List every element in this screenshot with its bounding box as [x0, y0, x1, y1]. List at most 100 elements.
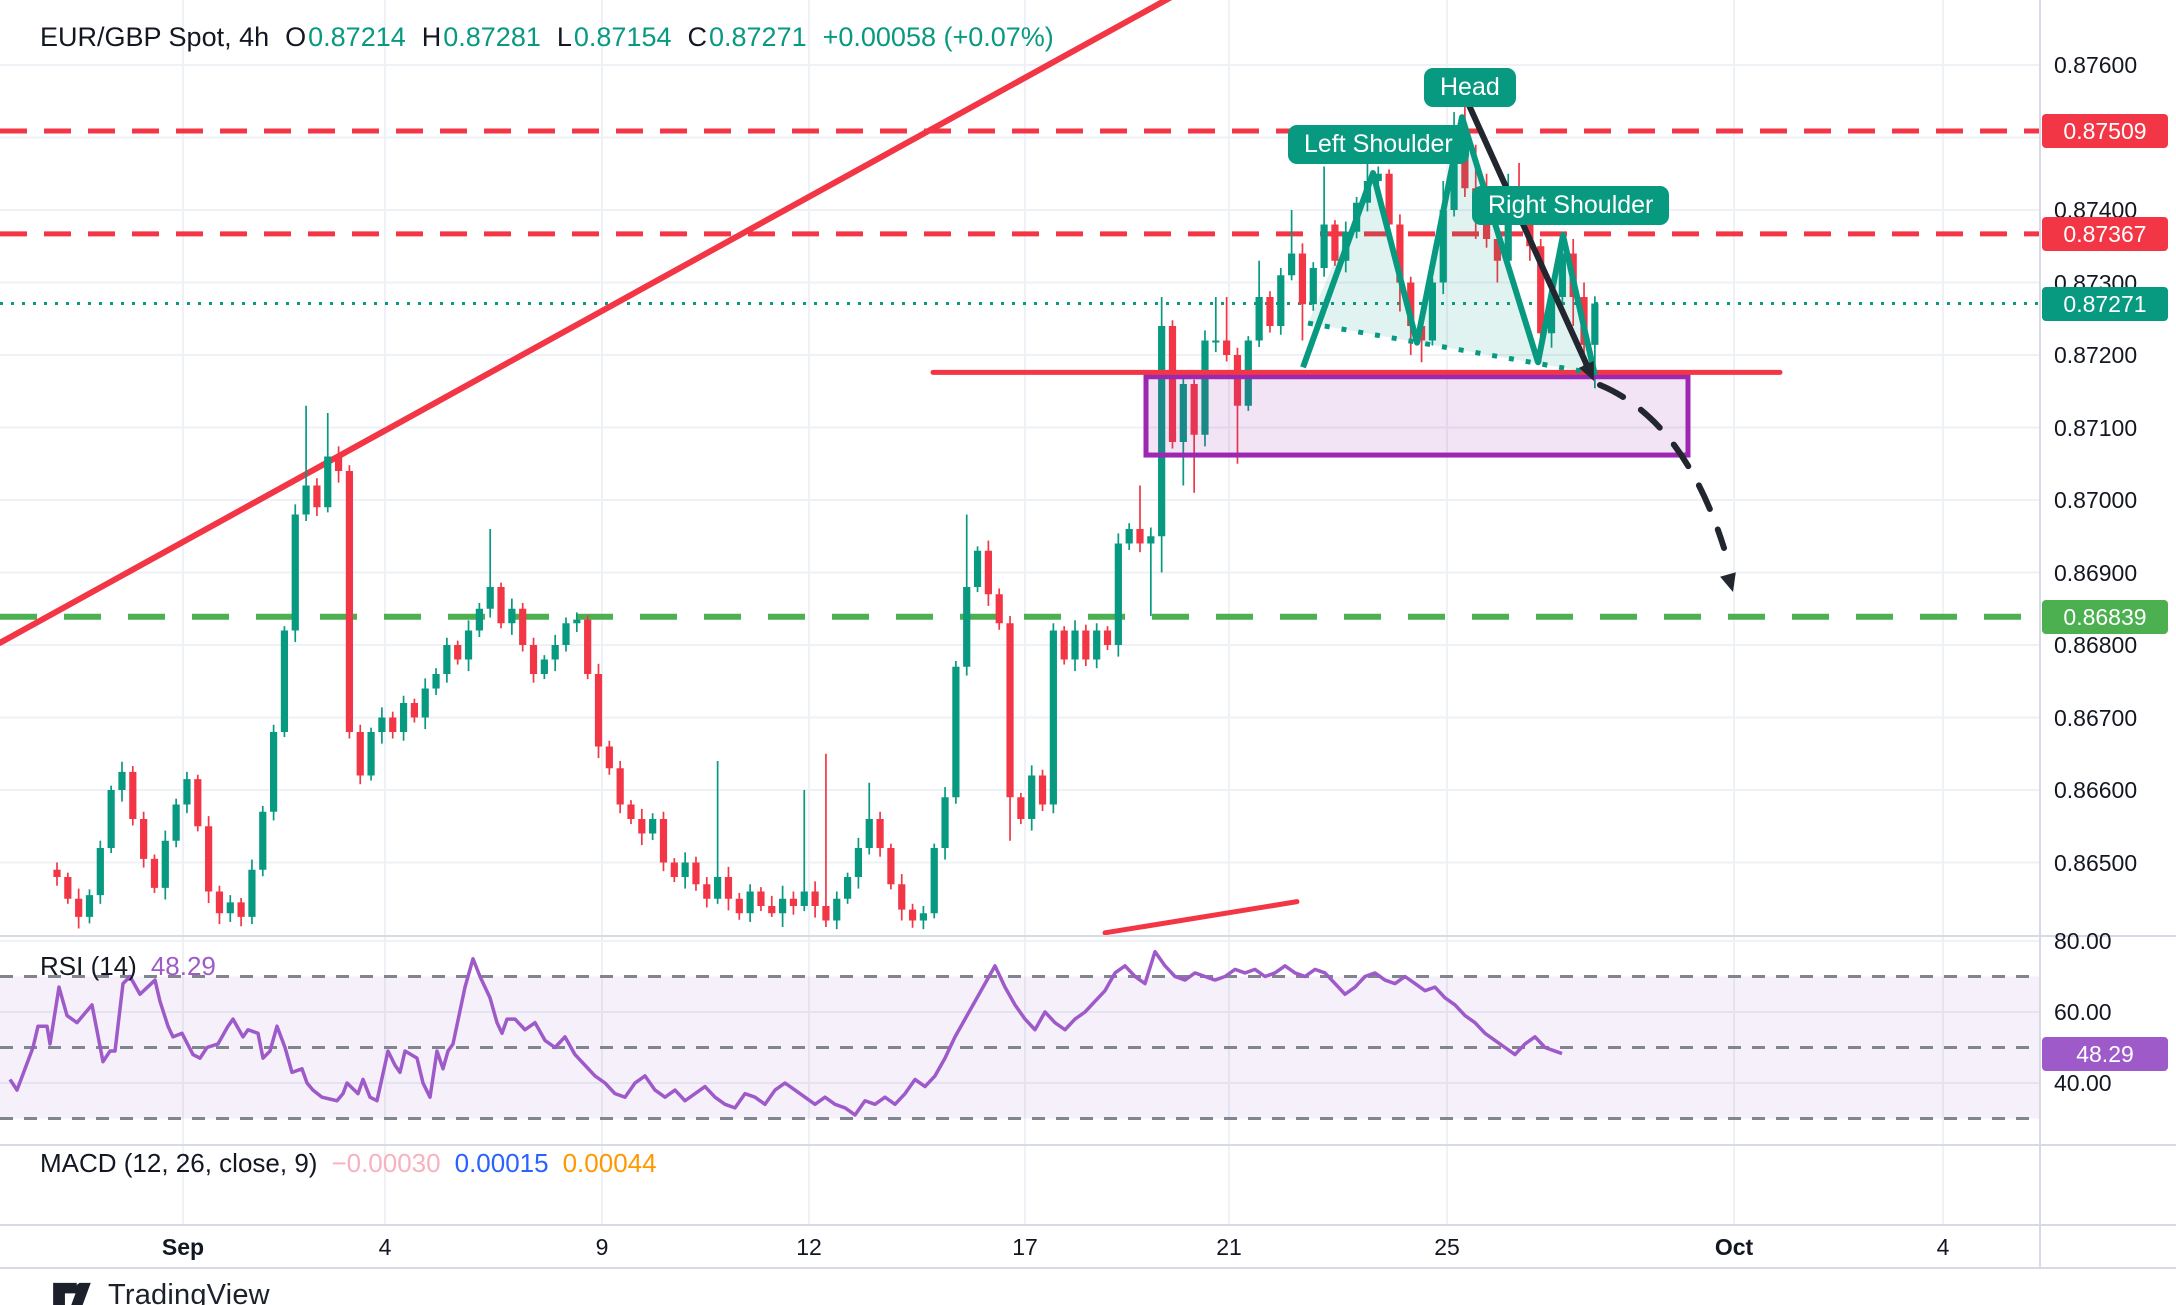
candle-body	[1331, 224, 1339, 261]
candle-body	[822, 906, 830, 921]
pattern-zigzag	[1300, 114, 1598, 376]
candle-body	[237, 902, 245, 917]
candle-body	[508, 608, 516, 624]
projection-arrow-dashed	[1597, 382, 1727, 551]
candle-body	[1407, 282, 1415, 326]
candle-body	[454, 645, 462, 660]
candle-body	[876, 819, 884, 848]
candle-body	[908, 909, 917, 921]
candle-body	[1547, 297, 1556, 334]
low-readout: L 0.87154	[556, 22, 672, 52]
candle-body	[259, 811, 267, 870]
candle-body	[594, 674, 603, 747]
current-price-badge: 0.87271	[2042, 287, 2168, 321]
candle-body	[270, 732, 278, 812]
candle-body	[226, 902, 234, 914]
left-shoulder-label[interactable]: Left Shoulder	[1288, 125, 1469, 164]
time-axis-label[interactable]: 9	[595, 1234, 609, 1260]
candle-body	[1320, 224, 1328, 268]
candle-body	[1201, 340, 1209, 435]
candle-body	[1428, 282, 1437, 341]
candle-body	[779, 898, 787, 914]
time-axis-label[interactable]: 17	[1012, 1234, 1038, 1260]
candle-body	[616, 768, 624, 805]
candle-body	[1526, 206, 1534, 247]
candle-body	[1082, 630, 1090, 660]
time-axis-label[interactable]: Oct	[1714, 1234, 1754, 1260]
symbol-header: EUR/GBP Spot, 4h O 0.87214 H 0.87281 L 0.87…	[40, 22, 1054, 53]
candle-body	[995, 594, 1003, 624]
trendline	[0, 0, 1173, 646]
price-axis-label[interactable]: 0.86800	[2054, 632, 2138, 658]
candle-body	[1028, 775, 1036, 819]
candle-body	[605, 746, 613, 769]
rsi-axis-label[interactable]: 80.00	[2054, 928, 2112, 954]
price-axis-label[interactable]: 0.87000	[2054, 487, 2138, 513]
tradingview-logo-icon	[53, 1282, 91, 1305]
candle-body	[85, 895, 94, 917]
time-axis-label[interactable]: 4	[378, 1234, 392, 1260]
candle-body	[75, 898, 83, 917]
candle-body	[443, 645, 451, 674]
candle-body	[313, 485, 321, 508]
candle-body	[118, 771, 126, 790]
candle-body	[735, 898, 743, 914]
pattern-fill	[1308, 117, 1595, 376]
rsi-title[interactable]: RSI (14)	[40, 951, 137, 981]
rsi-axis-label[interactable]: 60.00	[2054, 999, 2112, 1025]
support-price-badge: 0.86839	[2042, 600, 2168, 634]
candle-body	[432, 674, 440, 689]
candle-body	[378, 717, 386, 732]
candle-body	[464, 630, 473, 660]
candle-body	[53, 869, 61, 877]
candle-body	[129, 771, 137, 819]
price-axis-label[interactable]: 0.86600	[2054, 777, 2138, 803]
right-shoulder-label[interactable]: Right Shoulder	[1472, 186, 1670, 225]
candle-body	[1385, 173, 1393, 225]
candle-body	[161, 840, 169, 888]
head-label[interactable]: Head	[1424, 68, 1516, 107]
candle-body	[205, 826, 213, 892]
macd-title[interactable]: MACD (12, 26, close, 9)	[40, 1148, 318, 1178]
candle-body	[1309, 268, 1317, 305]
candle-body	[1103, 630, 1112, 645]
candle-body	[887, 848, 895, 885]
price-axis-label[interactable]: 0.87600	[2054, 52, 2138, 78]
macd-histogram-value: −0.00030	[331, 1148, 441, 1178]
candle-body	[1374, 173, 1382, 181]
symbol-title[interactable]: EUR/GBP Spot, 4h	[40, 22, 270, 52]
candle-body	[497, 587, 505, 624]
time-axis-label[interactable]: Sep	[161, 1234, 205, 1260]
candle-body	[757, 891, 765, 906]
candle-body	[1049, 630, 1057, 805]
time-axis-label[interactable]: 4	[1936, 1234, 1950, 1260]
time-axis-label[interactable]: 12	[796, 1234, 822, 1260]
price-axis-label[interactable]: 0.86900	[2054, 560, 2138, 586]
breakdown-arrowhead	[1578, 361, 1594, 381]
candle-body	[1233, 355, 1242, 406]
price-axis-label[interactable]: 0.87200	[2054, 342, 2138, 368]
candle-body	[714, 877, 722, 899]
candle-body	[540, 659, 548, 674]
tradingview-logo[interactable]: TradingView	[52, 1279, 270, 1305]
candle-body	[399, 703, 408, 732]
time-axis-label[interactable]: 21	[1216, 1234, 1242, 1260]
rsi-axis-label[interactable]: 40.00	[2054, 1070, 2112, 1096]
candle-body	[670, 862, 678, 877]
candle-body	[1179, 384, 1187, 442]
change-readout: +0.00058 (+0.07%)	[822, 22, 1054, 52]
candle-body	[930, 848, 938, 914]
time-axis-label[interactable]: 25	[1434, 1234, 1460, 1260]
candle-body	[1396, 224, 1404, 283]
tradingview-logo-text: TradingView	[108, 1279, 270, 1305]
price-axis-label[interactable]: 0.86700	[2054, 705, 2138, 731]
candle-body	[1591, 303, 1599, 345]
candle-body	[421, 688, 429, 718]
price-axis-label[interactable]: 0.87100	[2054, 415, 2138, 441]
candle-body	[692, 862, 700, 885]
price-axis-label[interactable]: 0.86500	[2054, 850, 2138, 876]
candle-body	[789, 898, 798, 906]
macd-signal-value: 0.00044	[562, 1148, 657, 1178]
